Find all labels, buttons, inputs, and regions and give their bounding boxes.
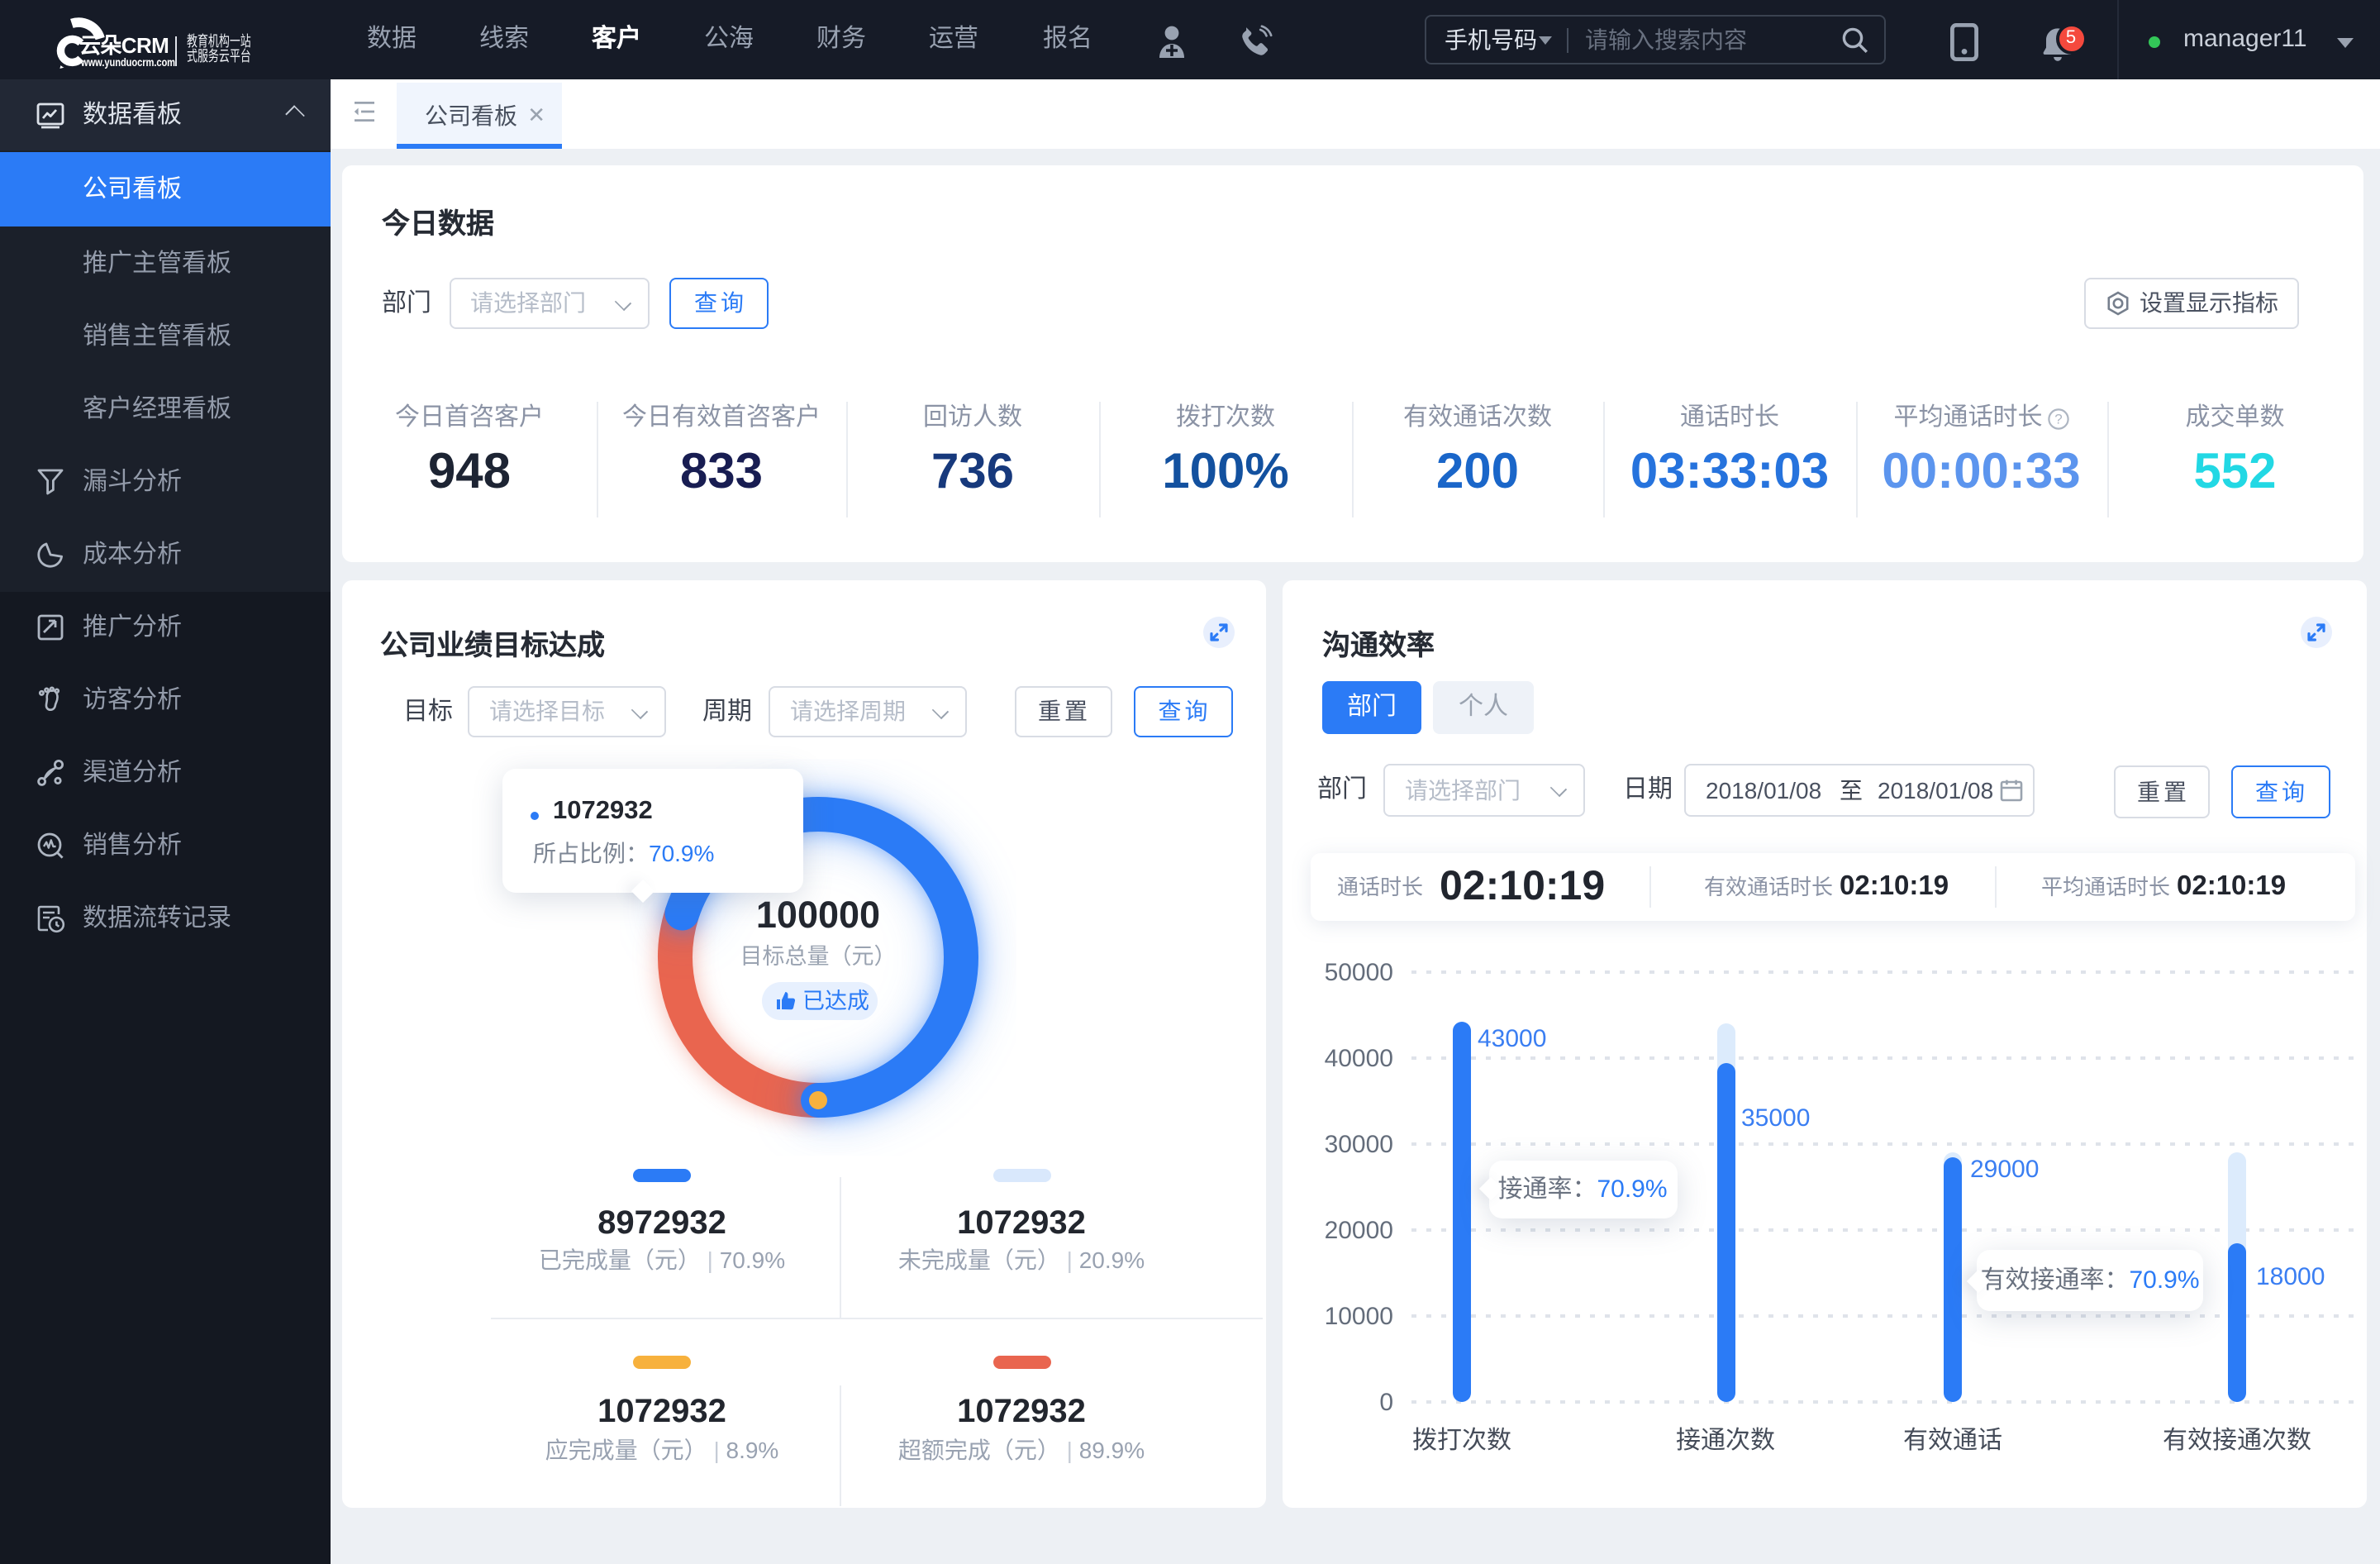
svg-text:?: ? <box>2054 411 2062 427</box>
